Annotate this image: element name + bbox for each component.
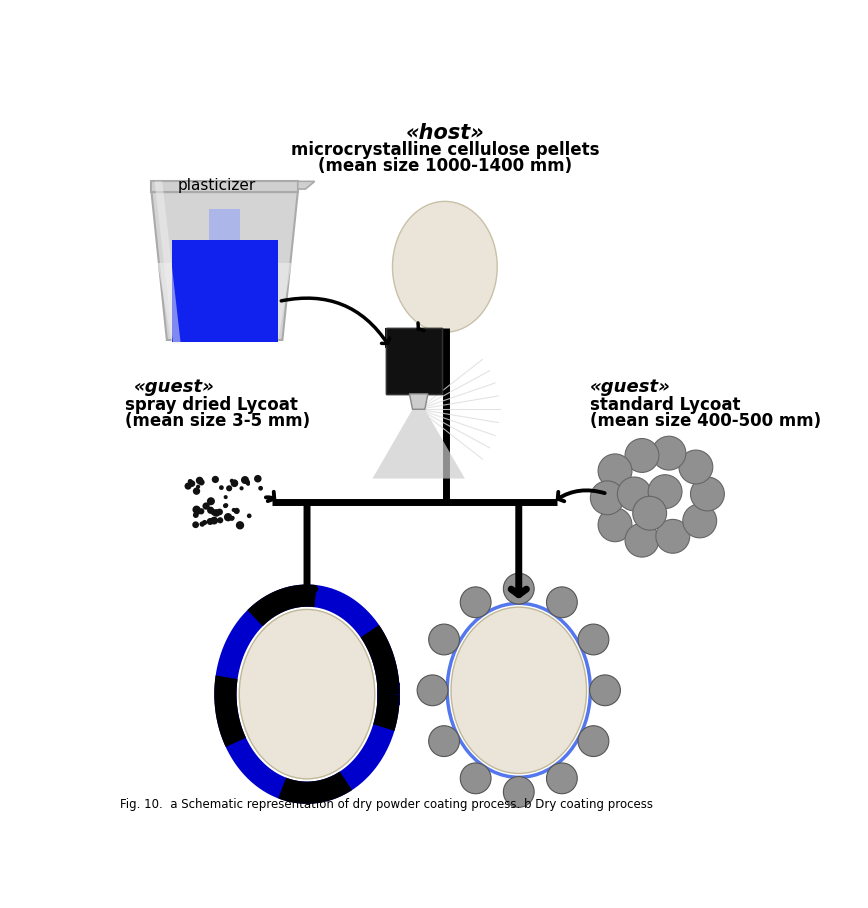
Circle shape (216, 508, 223, 515)
Text: «guest»: «guest» (589, 379, 670, 397)
Circle shape (223, 503, 228, 508)
Text: microcrystalline cellulose pellets: microcrystalline cellulose pellets (291, 142, 599, 159)
Circle shape (193, 512, 199, 518)
Circle shape (198, 508, 204, 515)
Circle shape (196, 485, 201, 489)
Circle shape (226, 485, 233, 491)
Circle shape (547, 763, 577, 794)
Polygon shape (172, 240, 278, 342)
Circle shape (254, 475, 261, 482)
Circle shape (230, 517, 234, 521)
Bar (385, 329, 444, 348)
Text: standard Lycoat: standard Lycoat (589, 396, 740, 414)
Circle shape (202, 520, 207, 525)
Polygon shape (152, 182, 298, 192)
Circle shape (236, 521, 244, 529)
Circle shape (652, 436, 686, 470)
Circle shape (679, 450, 713, 484)
Polygon shape (152, 192, 298, 340)
Text: (mean size 3-5 mm): (mean size 3-5 mm) (124, 411, 310, 429)
Circle shape (207, 507, 214, 514)
Circle shape (598, 508, 632, 542)
Ellipse shape (240, 609, 375, 779)
Circle shape (625, 523, 659, 558)
Circle shape (211, 509, 217, 516)
Circle shape (213, 509, 220, 517)
Polygon shape (372, 410, 465, 479)
Circle shape (231, 479, 239, 487)
Circle shape (578, 725, 608, 756)
Circle shape (503, 776, 534, 807)
Circle shape (683, 504, 717, 538)
Circle shape (460, 763, 491, 794)
Circle shape (240, 486, 244, 490)
Text: plasticizer: plasticizer (178, 178, 256, 193)
Circle shape (231, 516, 234, 520)
Circle shape (224, 495, 227, 499)
Circle shape (429, 725, 459, 756)
Bar (386, 329, 442, 394)
Circle shape (207, 518, 214, 525)
Ellipse shape (392, 202, 497, 332)
Circle shape (207, 498, 215, 505)
Circle shape (245, 479, 250, 485)
Circle shape (598, 454, 632, 488)
Circle shape (259, 486, 263, 490)
Text: Fig. 10.  a Schematic representation of dry powder coating process. b Dry coatin: Fig. 10. a Schematic representation of d… (120, 798, 653, 811)
Circle shape (460, 587, 491, 617)
Circle shape (198, 479, 205, 486)
Circle shape (247, 482, 250, 486)
Circle shape (230, 479, 234, 483)
Polygon shape (410, 394, 428, 410)
Circle shape (202, 502, 210, 509)
Circle shape (589, 675, 621, 706)
Circle shape (617, 477, 651, 511)
Circle shape (196, 477, 203, 484)
Circle shape (590, 481, 624, 515)
Circle shape (247, 514, 252, 518)
Bar (386, 329, 442, 394)
Circle shape (195, 509, 201, 515)
Circle shape (232, 508, 236, 512)
Circle shape (547, 587, 577, 617)
Polygon shape (158, 263, 292, 342)
Circle shape (224, 513, 233, 521)
Circle shape (625, 439, 659, 472)
Circle shape (648, 475, 682, 508)
Circle shape (192, 521, 199, 528)
Circle shape (241, 476, 249, 484)
Circle shape (690, 477, 725, 511)
Circle shape (656, 519, 690, 553)
Text: spray dried Lycoat: spray dried Lycoat (124, 396, 298, 414)
Circle shape (224, 503, 228, 508)
Ellipse shape (451, 607, 587, 774)
Circle shape (193, 506, 201, 514)
Circle shape (232, 479, 238, 486)
Circle shape (578, 624, 608, 655)
Text: (mean size 400-500 mm): (mean size 400-500 mm) (589, 411, 821, 429)
Text: «guest»: «guest» (134, 379, 214, 397)
Circle shape (429, 624, 459, 655)
Circle shape (187, 479, 193, 484)
Polygon shape (155, 182, 181, 344)
Circle shape (217, 518, 223, 523)
Circle shape (185, 482, 192, 489)
Polygon shape (209, 209, 240, 240)
Circle shape (633, 497, 667, 530)
Text: «host»: «host» (405, 123, 484, 143)
Text: (mean size 1000-1400 mm): (mean size 1000-1400 mm) (318, 157, 572, 174)
Circle shape (188, 480, 195, 487)
Circle shape (212, 476, 219, 483)
Circle shape (418, 675, 448, 706)
Polygon shape (298, 182, 315, 189)
Circle shape (233, 508, 240, 514)
Circle shape (210, 517, 218, 525)
Circle shape (193, 488, 201, 495)
Circle shape (503, 573, 534, 604)
Circle shape (219, 485, 224, 490)
Circle shape (200, 521, 205, 527)
